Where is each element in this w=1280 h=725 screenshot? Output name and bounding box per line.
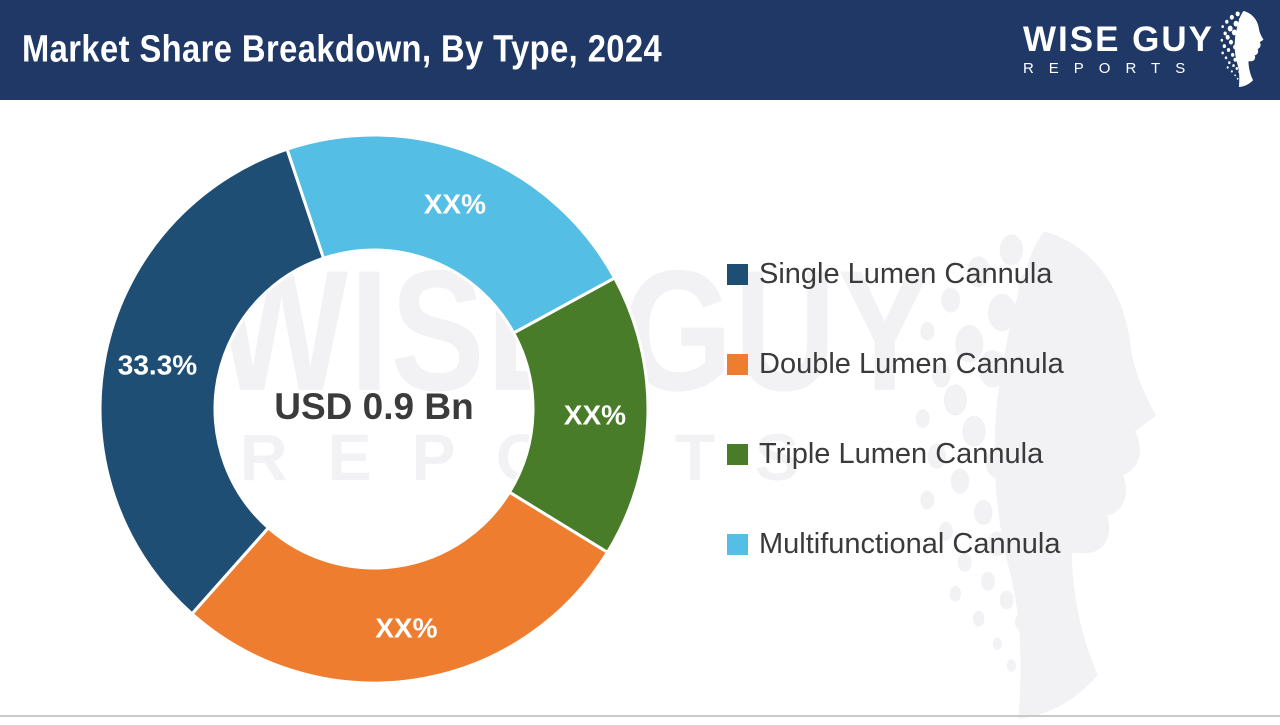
legend-label: Single Lumen Cannula xyxy=(759,257,1053,290)
bottom-divider xyxy=(0,715,1280,717)
chart-center-value: USD 0.9 Bn xyxy=(274,386,474,427)
wise-guy-reports-logo: WISE GUY REPORTS xyxy=(1023,10,1266,88)
donut-chart: 33.3% XX% XX% XX% xyxy=(98,133,650,685)
legend-swatch-triple-lumen xyxy=(727,443,748,465)
donut-segment xyxy=(189,490,610,685)
legend-swatch-single-lumen xyxy=(727,263,748,285)
legend-swatch-multifunctional xyxy=(727,533,748,555)
header-bar: Market Share Breakdown, By Type, 2024 WI… xyxy=(0,0,1280,100)
logo-wordmark: WISE GUY xyxy=(1022,20,1214,59)
legend-label: Multifunctional Cannula xyxy=(759,527,1061,560)
legend-label: Triple Lumen Cannula xyxy=(759,437,1044,470)
legend-swatch-double-lumen xyxy=(727,353,748,375)
legend-item-double-lumen: Double Lumen Cannula xyxy=(727,348,1064,380)
logo-face-icon xyxy=(1220,10,1264,88)
legend-label: Double Lumen Cannula xyxy=(759,347,1064,380)
slice-value-label: XX% xyxy=(564,400,626,431)
logo-reports-text: REPORTS xyxy=(1022,59,1201,77)
page-title: Market Share Breakdown, By Type, 2024 xyxy=(22,28,663,71)
slice-value-label: XX% xyxy=(375,613,437,644)
legend-item-triple-lumen: Triple Lumen Cannula xyxy=(727,438,1064,470)
donut-segment xyxy=(507,275,650,555)
chart-legend: Single Lumen Cannula Double Lumen Cannul… xyxy=(727,258,1064,622)
legend-item-single-lumen: Single Lumen Cannula xyxy=(727,258,1064,290)
legend-item-multifunctional: Multifunctional Cannula xyxy=(727,528,1064,560)
slice-value-label: XX% xyxy=(424,188,486,219)
donut-segment xyxy=(98,147,326,616)
donut-segment xyxy=(285,133,617,335)
slice-value-label: 33.3% xyxy=(118,350,197,381)
